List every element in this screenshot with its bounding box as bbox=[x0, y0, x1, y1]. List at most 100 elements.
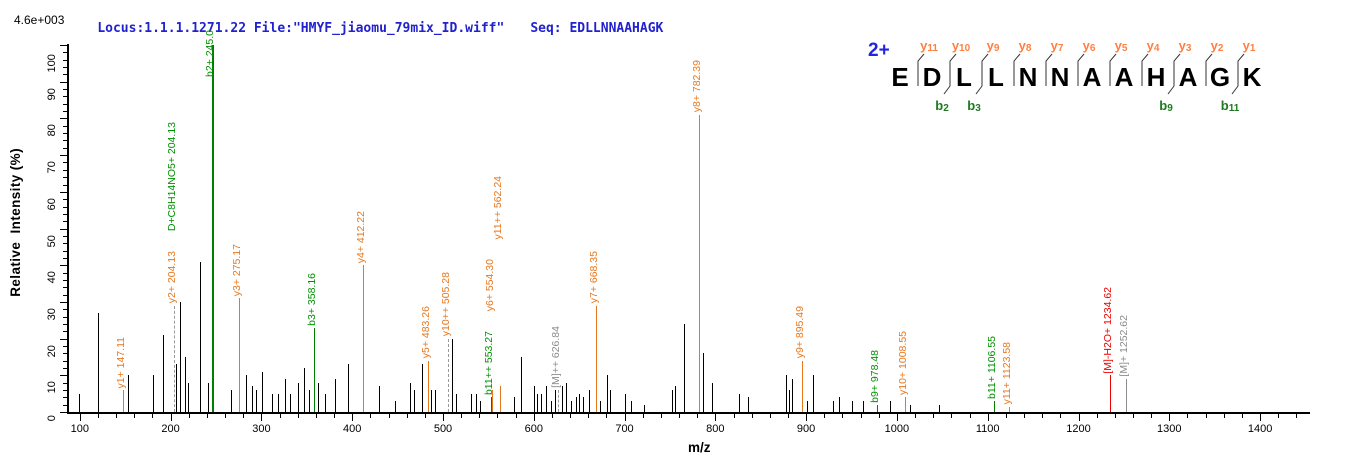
y-axis-major-tick bbox=[60, 375, 67, 377]
x-axis-title: m/z bbox=[688, 440, 711, 455]
y-axis-minor-tick bbox=[63, 125, 67, 127]
y-axis-minor-tick bbox=[63, 316, 67, 318]
y-axis-minor-tick bbox=[63, 272, 67, 274]
fragmentation-marker bbox=[1013, 53, 1021, 86]
y-ion-label: y10 bbox=[952, 38, 971, 54]
y-axis-tick-label: 90 bbox=[46, 87, 58, 101]
peak bbox=[791, 379, 793, 412]
peak bbox=[410, 382, 412, 412]
x-axis-minor-tick bbox=[570, 414, 572, 418]
residue-letter: D bbox=[923, 62, 942, 92]
peak-label: y10+ 1008.55 bbox=[896, 331, 909, 396]
x-axis-major-tick bbox=[79, 414, 81, 421]
x-axis-minor-tick bbox=[279, 414, 281, 418]
y-axis-major-tick bbox=[60, 265, 67, 267]
peak bbox=[431, 390, 433, 412]
x-axis-minor-tick bbox=[860, 414, 862, 418]
peak bbox=[272, 393, 274, 412]
peak-label: b3+ 358.16 bbox=[306, 272, 319, 326]
y-axis-minor-tick bbox=[63, 169, 67, 171]
y-axis-title: Relative Intensity (%) bbox=[8, 148, 23, 297]
y-axis-minor-tick bbox=[63, 74, 67, 76]
y-ion-label: y1 bbox=[1243, 38, 1256, 54]
y-ion-label: y7 bbox=[1051, 38, 1064, 54]
x-axis-major-tick bbox=[170, 414, 172, 421]
x-axis-minor-tick bbox=[751, 414, 753, 418]
x-axis-major-tick bbox=[624, 414, 626, 421]
peak bbox=[748, 397, 749, 412]
y-ion-label: y6 bbox=[1083, 38, 1096, 54]
x-axis-minor-tick bbox=[1296, 414, 1298, 418]
x-axis-major-tick bbox=[1169, 414, 1171, 421]
peak bbox=[422, 364, 424, 412]
x-axis-tick-label: 800 bbox=[706, 423, 725, 435]
x-axis-minor-tick bbox=[733, 414, 735, 418]
annotated-peak bbox=[802, 360, 803, 412]
peak bbox=[537, 393, 539, 412]
annotated-peak bbox=[993, 401, 995, 412]
x-axis-minor-tick bbox=[551, 414, 553, 418]
x-axis-tick-label: 300 bbox=[252, 423, 271, 435]
peak bbox=[863, 401, 865, 412]
x-axis-minor-tick bbox=[1005, 414, 1007, 418]
peak bbox=[308, 390, 310, 412]
x-axis-minor-tick bbox=[1042, 414, 1044, 418]
x-axis-minor-tick bbox=[842, 414, 844, 418]
residue-letter: G bbox=[1210, 62, 1230, 92]
y-axis-major-tick bbox=[60, 81, 67, 83]
peak bbox=[683, 323, 685, 412]
x-axis-tick-label: 600 bbox=[524, 423, 543, 435]
x-axis-minor-tick bbox=[969, 414, 971, 418]
y-axis-tick-label: 80 bbox=[46, 124, 58, 137]
peak bbox=[702, 353, 704, 412]
annotated-peak bbox=[122, 390, 124, 412]
y-axis-major-tick bbox=[60, 155, 67, 157]
peak bbox=[889, 401, 891, 412]
y-axis-minor-tick bbox=[63, 353, 67, 355]
y-ion-label: y4 bbox=[1147, 38, 1160, 54]
peak-label: y2+ 204.13 bbox=[166, 251, 179, 304]
residue-letter: L bbox=[988, 62, 1004, 92]
y-axis-major-tick bbox=[60, 301, 67, 303]
x-axis-minor-tick bbox=[915, 414, 917, 418]
peak bbox=[579, 393, 581, 412]
peak bbox=[252, 386, 254, 412]
y-ion-label: y2 bbox=[1211, 38, 1224, 54]
annotated-peak bbox=[877, 404, 879, 412]
y-axis-major-tick bbox=[60, 191, 67, 193]
x-axis-minor-tick bbox=[206, 414, 208, 418]
peak bbox=[262, 371, 264, 412]
peak bbox=[833, 401, 835, 412]
x-axis-tick-label: 100 bbox=[70, 423, 89, 435]
x-axis-minor-tick bbox=[878, 414, 880, 418]
x-axis-minor-tick bbox=[1205, 414, 1207, 418]
annotated-peak bbox=[314, 327, 316, 412]
peak bbox=[277, 393, 279, 412]
residue-letter: A bbox=[1115, 62, 1134, 92]
annotated-peak bbox=[363, 265, 365, 412]
peak-label: y9+ 895.49 bbox=[794, 306, 806, 359]
peak bbox=[938, 404, 940, 412]
peak bbox=[304, 368, 306, 412]
peak bbox=[324, 393, 326, 412]
x-axis-minor-tick bbox=[388, 414, 390, 418]
peak bbox=[545, 386, 547, 412]
peak-label: D+C8H14NO5+ 204.13 bbox=[166, 122, 179, 232]
y-axis-minor-tick bbox=[63, 147, 67, 149]
y-axis-major-tick bbox=[60, 412, 67, 413]
peak-label: b2+ 245.0 bbox=[203, 29, 216, 77]
peak bbox=[582, 397, 584, 412]
y-axis-major-tick bbox=[60, 118, 67, 120]
peak bbox=[675, 386, 677, 412]
y-axis-minor-tick bbox=[63, 52, 67, 54]
fragmentation-marker bbox=[917, 53, 925, 86]
y-axis-minor-tick bbox=[63, 221, 67, 223]
peak bbox=[909, 404, 911, 412]
peak bbox=[452, 338, 453, 412]
peak bbox=[738, 393, 740, 412]
peak bbox=[575, 397, 577, 412]
x-axis-minor-tick bbox=[788, 414, 789, 418]
peak-label: [M]++ 626.84 bbox=[550, 326, 563, 388]
peak bbox=[813, 375, 815, 412]
